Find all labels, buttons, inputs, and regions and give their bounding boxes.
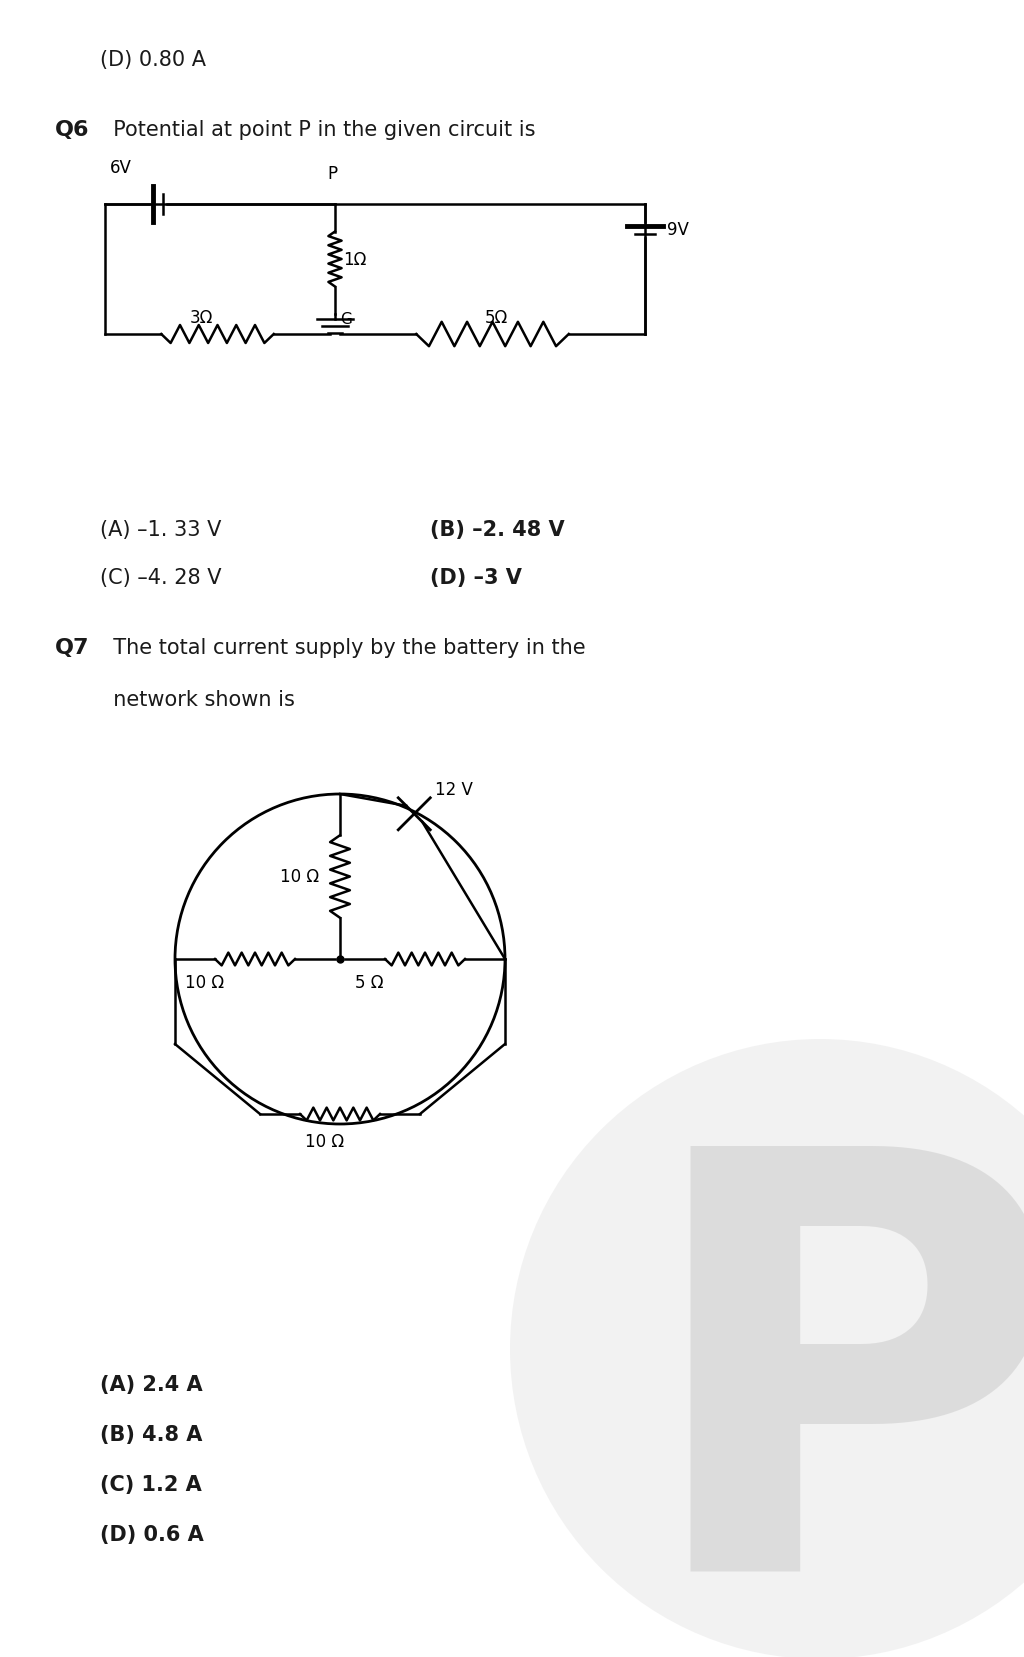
Text: 3Ω: 3Ω: [190, 308, 213, 326]
Text: (D) 0.80 A: (D) 0.80 A: [100, 50, 206, 70]
Text: (A) –1. 33 V: (A) –1. 33 V: [100, 520, 221, 540]
Text: 10 Ω: 10 Ω: [305, 1132, 344, 1150]
Text: (D) –3 V: (D) –3 V: [430, 568, 522, 588]
Text: Q6: Q6: [55, 119, 89, 139]
Text: (B) –2. 48 V: (B) –2. 48 V: [430, 520, 564, 540]
Text: 6V: 6V: [110, 159, 132, 177]
Text: (C) –4. 28 V: (C) –4. 28 V: [100, 568, 221, 588]
Text: network shown is: network shown is: [100, 689, 295, 709]
Text: G: G: [340, 312, 352, 326]
Text: 5 Ω: 5 Ω: [355, 973, 384, 991]
Circle shape: [510, 1039, 1024, 1657]
Text: (A) 2.4 A: (A) 2.4 A: [100, 1374, 203, 1394]
Text: Potential at point P in the given circuit is: Potential at point P in the given circui…: [100, 119, 536, 139]
Text: 12 V: 12 V: [435, 780, 473, 799]
Text: 9V: 9V: [667, 220, 689, 239]
Text: Q7: Q7: [55, 638, 89, 658]
Text: The total current supply by the battery in the: The total current supply by the battery …: [100, 638, 586, 658]
Text: 10 Ω: 10 Ω: [185, 973, 224, 991]
Text: (C) 1.2 A: (C) 1.2 A: [100, 1475, 202, 1495]
Text: P: P: [636, 1127, 1024, 1657]
Text: (B) 4.8 A: (B) 4.8 A: [100, 1423, 203, 1445]
Text: 5Ω: 5Ω: [485, 308, 508, 326]
Text: 1Ω: 1Ω: [343, 250, 367, 268]
Text: 10 Ω: 10 Ω: [280, 868, 319, 886]
Text: P: P: [327, 166, 337, 182]
Text: (D) 0.6 A: (D) 0.6 A: [100, 1524, 204, 1544]
